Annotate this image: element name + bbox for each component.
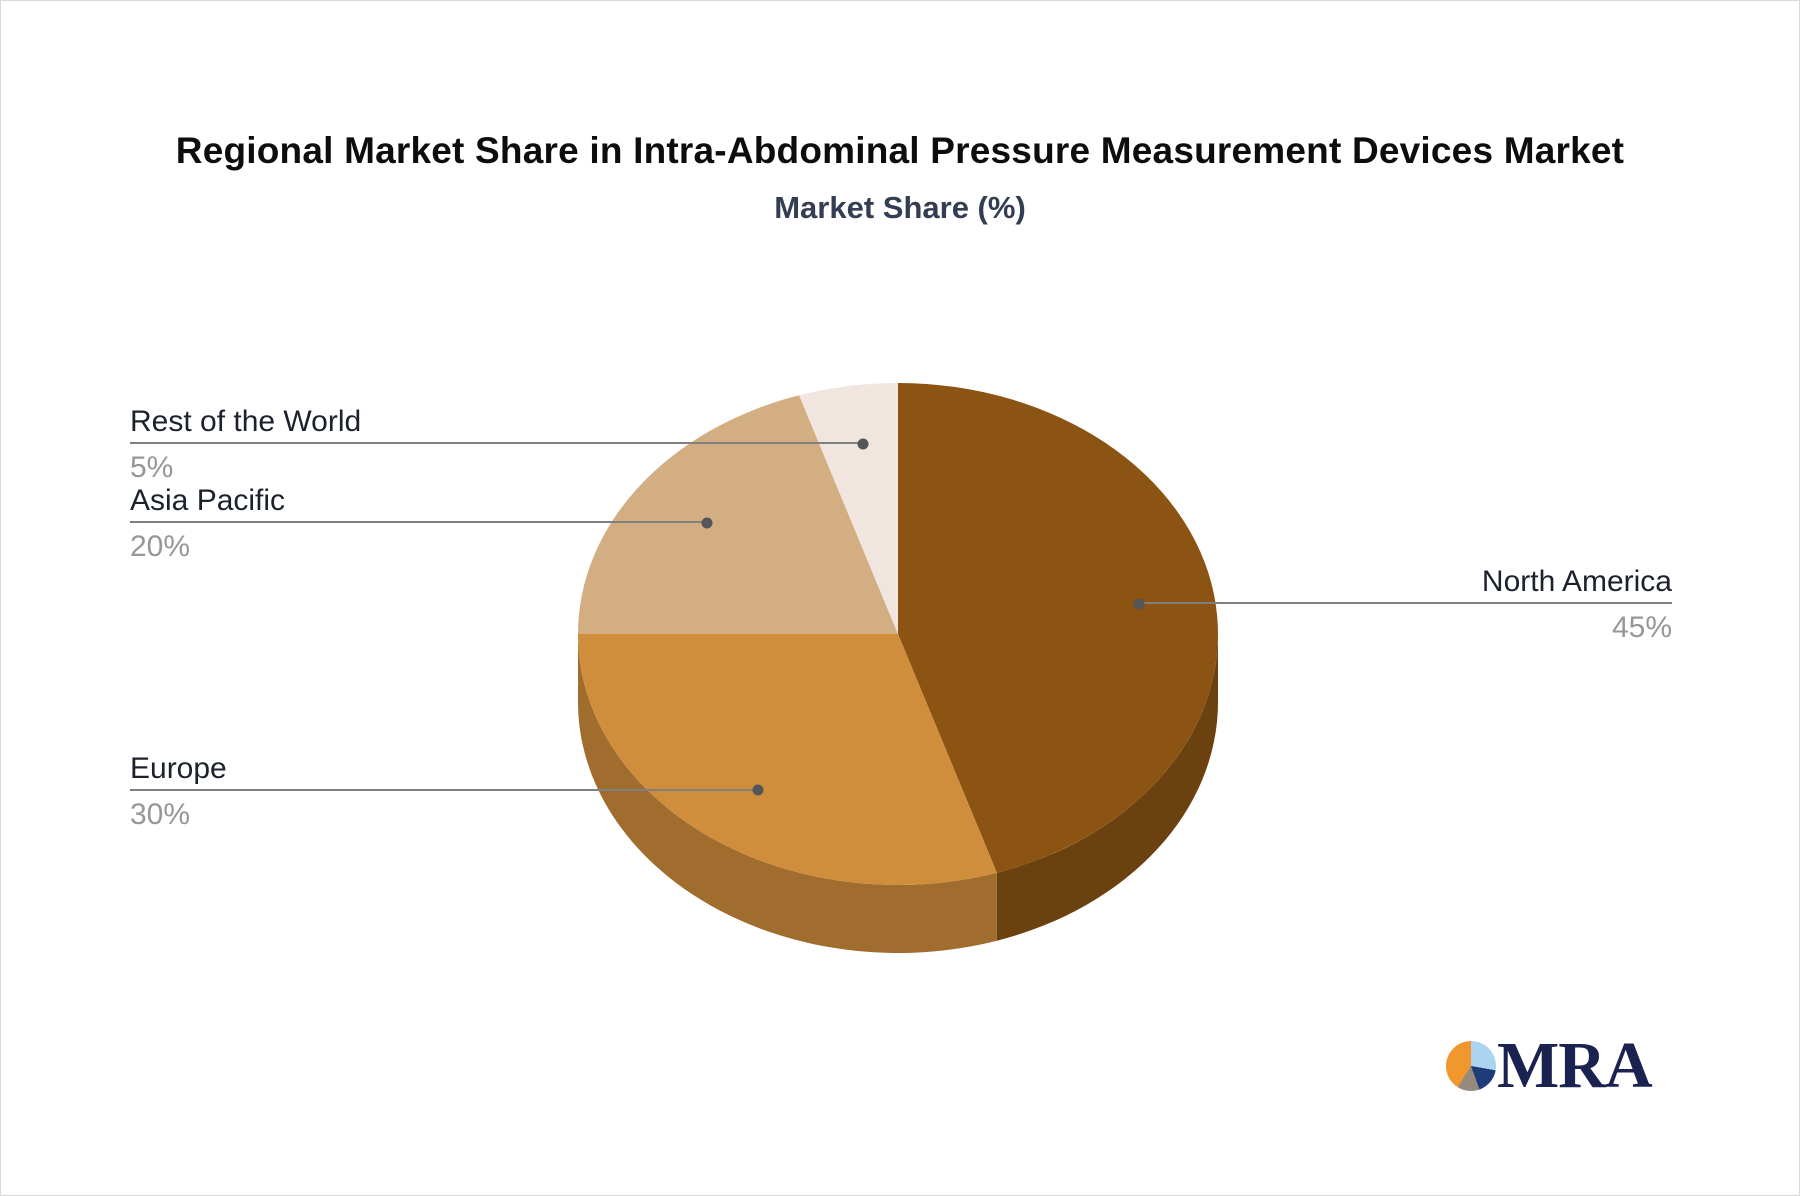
brand-logo: MRA bbox=[1446, 1029, 1653, 1102]
chart-subtitle: Market Share (%) bbox=[774, 190, 1026, 225]
pie-slice-north-america[interactable] bbox=[898, 383, 1218, 873]
callout-label-asia-pacific: Asia Pacific bbox=[130, 484, 286, 517]
callout-label-north-america: North America bbox=[1481, 565, 1672, 598]
pie-slice-rest-of-the-world[interactable] bbox=[799, 383, 898, 634]
callout-label-europe: Europe bbox=[130, 752, 227, 785]
callout-label-rest-of-the-world: Rest of the World bbox=[130, 405, 362, 438]
pie-slice-asia-pacific[interactable] bbox=[578, 395, 898, 634]
pie-slice-europe[interactable] bbox=[578, 634, 997, 886]
leader-dot-europe bbox=[752, 784, 764, 796]
leader-dot-north-america bbox=[1133, 598, 1145, 610]
callout-value-north-america: 45% bbox=[1611, 611, 1672, 644]
logo-text: MRA bbox=[1497, 1029, 1653, 1102]
leader-dot-asia-pacific bbox=[701, 517, 713, 529]
logo-pie-icon bbox=[1446, 1041, 1496, 1091]
pie-slice-side-north-america[interactable] bbox=[996, 634, 1218, 941]
pie-slice-side-europe[interactable] bbox=[578, 634, 997, 954]
callout-value-rest-of-the-world: 5% bbox=[130, 451, 174, 484]
callout-value-asia-pacific: 20% bbox=[130, 530, 191, 563]
leader-dot-rest-of-the-world bbox=[857, 438, 869, 450]
chart-title: Regional Market Share in Intra-Abdominal… bbox=[175, 130, 1625, 171]
callout-value-europe: 30% bbox=[130, 798, 191, 831]
